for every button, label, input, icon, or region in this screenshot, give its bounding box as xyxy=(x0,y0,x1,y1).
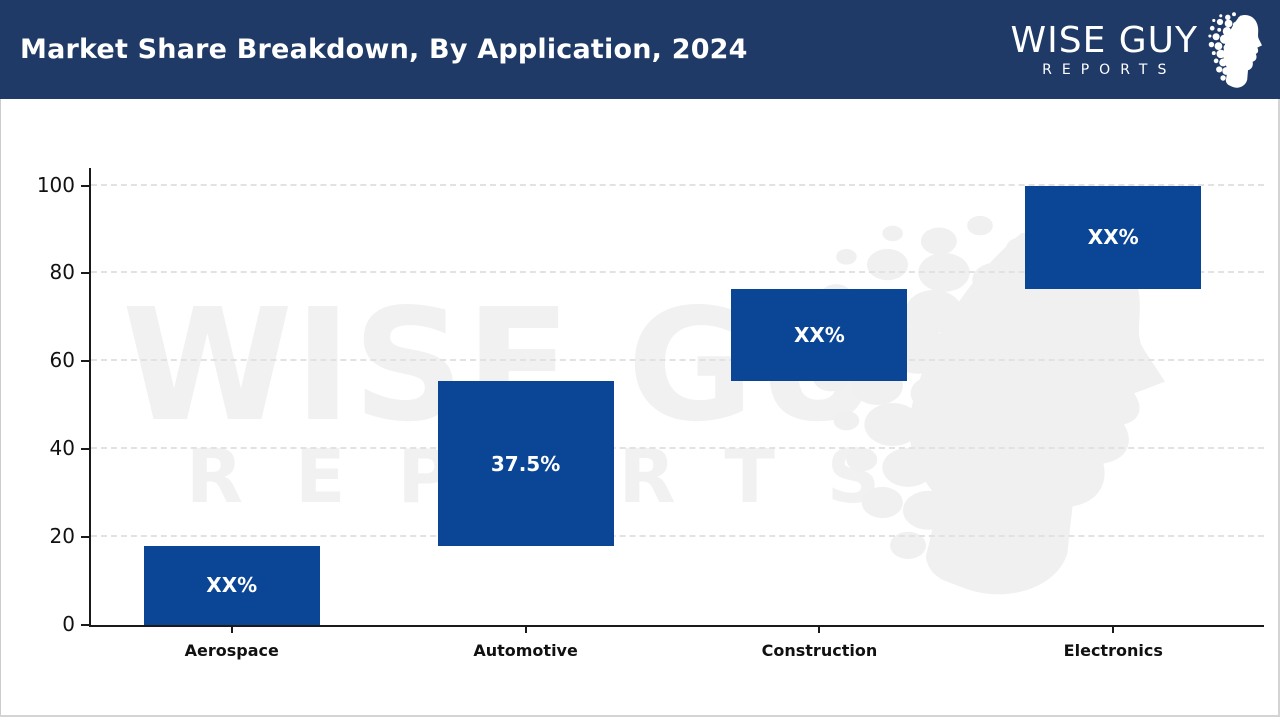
bottom-edge-hairline xyxy=(0,715,1280,717)
bar-automotive: 37.5% xyxy=(437,381,614,546)
x-axis-label: Construction xyxy=(761,641,878,660)
x-tick xyxy=(230,625,233,633)
y-tick-label: 100 xyxy=(36,172,75,197)
plot-area: 0 20 40 60 80 100 XX% Aerospace 37.5% Automotive X… xyxy=(37,168,1264,660)
logo-line2: REPORTS xyxy=(1042,61,1177,78)
gridline xyxy=(91,447,1264,450)
y-tick xyxy=(81,536,89,539)
gridline xyxy=(91,535,1264,538)
x-tick xyxy=(818,625,821,633)
bar-aerospace: XX% xyxy=(143,545,320,625)
page-title: Market Share Breakdown, By Application, … xyxy=(20,34,748,65)
x-tick xyxy=(1112,625,1115,633)
y-tick-label: 60 xyxy=(49,348,75,373)
y-tick xyxy=(81,624,89,626)
bar-value-label: XX% xyxy=(793,322,845,347)
left-edge-hairline xyxy=(0,99,1,716)
gridline xyxy=(91,359,1264,362)
x-axis-label: Electronics xyxy=(1063,641,1163,660)
y-tick-label: 40 xyxy=(49,436,75,461)
wise-guy-head-icon xyxy=(1208,11,1262,88)
bar-electronics: XX% xyxy=(1025,185,1202,289)
y-tick xyxy=(81,184,89,187)
y-tick-label: 80 xyxy=(49,260,75,285)
gridline xyxy=(91,271,1264,274)
x-axis-label: Aerospace xyxy=(184,641,279,660)
y-tick xyxy=(81,360,89,363)
bar-value-label: XX% xyxy=(206,573,258,598)
y-tick-label: 0 xyxy=(62,612,75,636)
bar-value-label: XX% xyxy=(1087,225,1139,250)
gridline xyxy=(91,183,1264,186)
bar-value-label: 37.5% xyxy=(490,451,561,476)
y-tick-label: 20 xyxy=(49,524,75,549)
logo-wordmark: WISE GUY REPORTS xyxy=(1010,19,1199,78)
y-tick xyxy=(81,272,89,275)
bar-construction: XX% xyxy=(731,288,908,382)
x-tick xyxy=(524,625,527,633)
wise-guy-reports-logo: WISE GUY REPORTS xyxy=(1010,10,1262,90)
x-axis-label: Automotive xyxy=(473,641,578,660)
y-tick xyxy=(81,448,89,451)
header-bar: Market Share Breakdown, By Application, … xyxy=(0,0,1280,99)
logo-line1: WISE GUY xyxy=(1010,19,1198,61)
right-edge-hairline xyxy=(1278,99,1280,716)
